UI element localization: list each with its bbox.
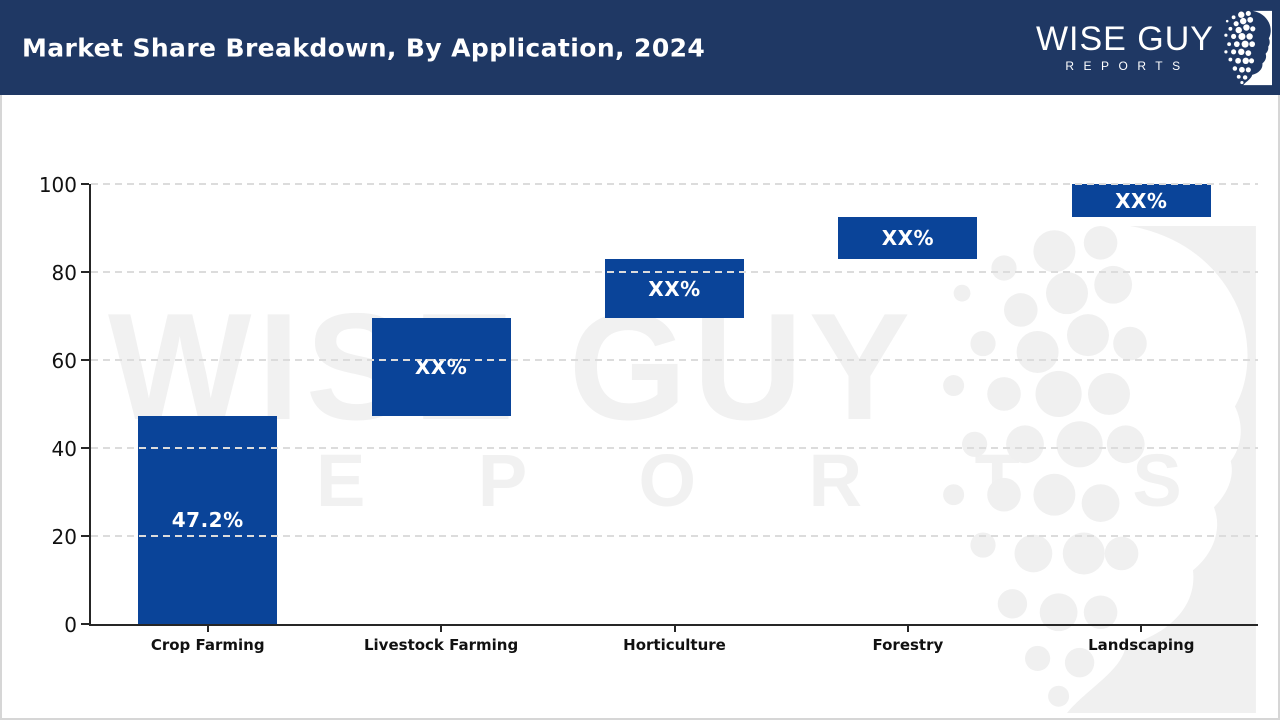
header-bar: Market Share Breakdown, By Application, … — [0, 0, 1280, 95]
x-tick-label: Horticulture — [623, 636, 726, 654]
y-tick-label: 60 — [51, 349, 77, 373]
brand-logo-text: WISE GUY REPORTS — [1036, 22, 1214, 73]
x-tick-label: Livestock Farming — [363, 636, 519, 654]
x-tick-label: Crop Farming — [150, 636, 265, 654]
gridline — [91, 359, 1258, 361]
x-tick-mark — [906, 626, 909, 632]
x-tick-mark — [673, 626, 676, 632]
bar-livestock-farming: XX% — [371, 318, 511, 417]
gridline — [91, 183, 1258, 185]
bar-value-label: XX% — [881, 225, 935, 250]
brand-name: WISE GUY — [1035, 20, 1214, 58]
y-tick-mark — [81, 359, 89, 361]
y-tick-mark — [81, 271, 89, 273]
x-tick-mark — [1140, 626, 1143, 632]
brand-subtitle: REPORTS — [1065, 59, 1190, 73]
bar-crop-farming: 47.2% — [138, 416, 278, 624]
plot-area: 0 20 40 60 80 100 Crop Farming Livestock Farmin… — [39, 173, 1258, 654]
bar-forestry: XX% — [838, 217, 978, 259]
bar-value-label: 47.2% — [171, 508, 244, 533]
bar-horticulture: XX% — [605, 258, 744, 319]
y-tick-label: 20 — [51, 525, 77, 549]
x-tick-label: Forestry — [872, 636, 944, 654]
y-tick-label: 0 — [64, 613, 77, 637]
gridline — [91, 447, 1258, 449]
brand-head-icon — [1224, 10, 1272, 85]
y-tick-label: 100 — [38, 173, 77, 197]
y-tick-label: 80 — [51, 261, 77, 285]
bar-value-label: XX% — [648, 276, 701, 301]
y-tick-mark — [81, 447, 89, 449]
bar-landscaping: XX% — [1071, 184, 1211, 217]
x-tick-mark — [206, 626, 209, 632]
y-tick-mark — [81, 183, 89, 185]
y-tick-label: 40 — [51, 437, 77, 461]
chart-title: Market Share Breakdown, By Application, … — [22, 33, 706, 62]
y-tick-mark — [81, 535, 89, 537]
x-tick-label: Landscaping — [1088, 636, 1195, 654]
brand-logo: WISE GUY REPORTS — [1036, 0, 1272, 95]
bar-value-label: XX% — [1115, 188, 1168, 213]
y-tick-mark — [81, 623, 89, 625]
gridline — [91, 271, 1258, 273]
gridline — [91, 535, 1258, 537]
x-tick-mark — [440, 626, 443, 632]
